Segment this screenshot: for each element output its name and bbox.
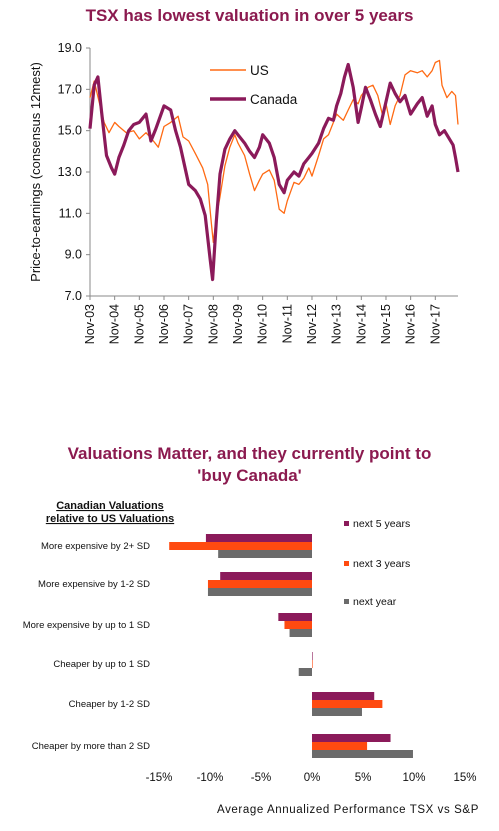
chart1-y-tick-label: 19.0 (58, 41, 82, 55)
chart2-x-tick-label: -10% (197, 772, 224, 784)
chart1-y-axis-label: Price-to-earnings (consensus 12mest) (28, 62, 43, 282)
chart1-x-tick-label: Nov-04 (108, 304, 122, 344)
chart2-legend-label-next-year: next year (353, 596, 397, 608)
chart1-series-line-canada (88, 62, 460, 282)
chart2-bar-next-5-years (312, 692, 375, 700)
chart2-bar-next-3-years (207, 580, 312, 588)
chart2-category-label: More expensive by 2+ SD (41, 541, 150, 552)
chart2-bar-next-year (218, 550, 312, 558)
chart2-legend-label-next-3-years: next 3 years (353, 558, 410, 570)
chart2-x-tick-label: -15% (146, 772, 173, 784)
chart1-x-tick-label: Nov-17 (428, 304, 442, 344)
chart2-bar-next-3-years (284, 621, 312, 629)
chart1-x-tick-label: Nov-16 (404, 304, 418, 344)
chart2-category-header-line1: Canadian Valuations (56, 500, 164, 512)
chart2-bar-next-5-years (220, 572, 312, 580)
chart2-category-label: More expensive by up to 1 SD (23, 620, 150, 631)
chart2-bar-next-5-years (312, 652, 313, 660)
chart1-title: TSX has lowest valuation in over 5 years (85, 6, 414, 25)
chart1-legend-label-canada: Canada (250, 92, 298, 107)
chart1-y-tick-label: 11.0 (59, 206, 82, 220)
chart1-x-tick-label: Nov-07 (182, 304, 196, 344)
chart1-x-tick-label: Nov-06 (157, 304, 171, 344)
chart1-y-tick-label: 17.0 (58, 82, 82, 96)
chart1-x-tick-label: Nov-12 (305, 304, 319, 344)
chart1-series-line-us (89, 59, 459, 243)
chart1-y-tick-label: 9.0 (65, 248, 82, 262)
chart2-category-label: Cheaper by 1-2 SD (69, 699, 150, 710)
chart1-x-tick-label: Nov-08 (206, 304, 220, 344)
chart1-y-tick-label: 15.0 (58, 124, 82, 138)
chart2-x-tick-label: 5% (355, 772, 372, 784)
chart2-category-header-line2: relative to US Valuations (46, 513, 174, 525)
chart2-bar-next-year (207, 588, 312, 596)
chart2-bar-next-5-years (205, 534, 312, 542)
chart1-x-tick-label: Nov-09 (231, 304, 245, 344)
chart2-bar-next-3-years (312, 742, 368, 750)
chart2-legend-swatch-next-year (344, 599, 349, 604)
chart1-x-tick-label: Nov-05 (132, 304, 146, 344)
chart2-category-label: Cheaper by up to 1 SD (53, 659, 150, 670)
chart1-x-tick-label: Nov-13 (330, 304, 344, 344)
chart2-category-label: More expensive by 1-2 SD (38, 579, 150, 590)
chart2-legend-label-next-5-years: next 5 years (353, 518, 410, 530)
chart2-bar-next-3-years (312, 660, 313, 668)
chart1-x-tick-label: Nov-03 (83, 304, 97, 344)
chart1-legend-label-us: US (250, 63, 269, 78)
chart1-x-tick-label: Nov-14 (354, 304, 368, 344)
chart1-x-tick-label: Nov-15 (379, 304, 393, 344)
chart1-y-tick-label: 13.0 (58, 165, 82, 179)
chart2-bar-next-year (312, 708, 362, 716)
chart1-y-tick-label: 7.0 (65, 289, 82, 303)
chart2-bar-next-year (298, 668, 312, 676)
chart2-x-tick-label: 10% (402, 772, 425, 784)
chart2-x-tick-label: 15% (453, 772, 476, 784)
chart2-x-tick-label: 0% (304, 772, 321, 784)
chart2-bar-next-5-years (278, 613, 312, 621)
chart2-bar-next-5-years (312, 734, 391, 742)
chart2-bar-next-3-years (312, 700, 383, 708)
chart1-x-tick-label: Nov-11 (280, 304, 294, 343)
chart2-bar-next-year (289, 629, 312, 637)
chart2-title: Valuations Matter, and they currently po… (67, 444, 432, 485)
chart2-legend-swatch-next-3-years (344, 561, 349, 566)
chart2-legend-swatch-next-5-years (344, 521, 349, 526)
chart1-x-tick-label: Nov-10 (256, 304, 270, 344)
chart2-bar-next-3-years (169, 542, 312, 550)
chart2-x-tick-label: -5% (251, 772, 271, 784)
chart2-category-label: Cheaper by more than 2 SD (32, 741, 150, 752)
chart2-bar-next-year (312, 750, 413, 758)
chart2-x-axis-label: Average Annualized Performance TSX vs S&… (217, 804, 479, 816)
